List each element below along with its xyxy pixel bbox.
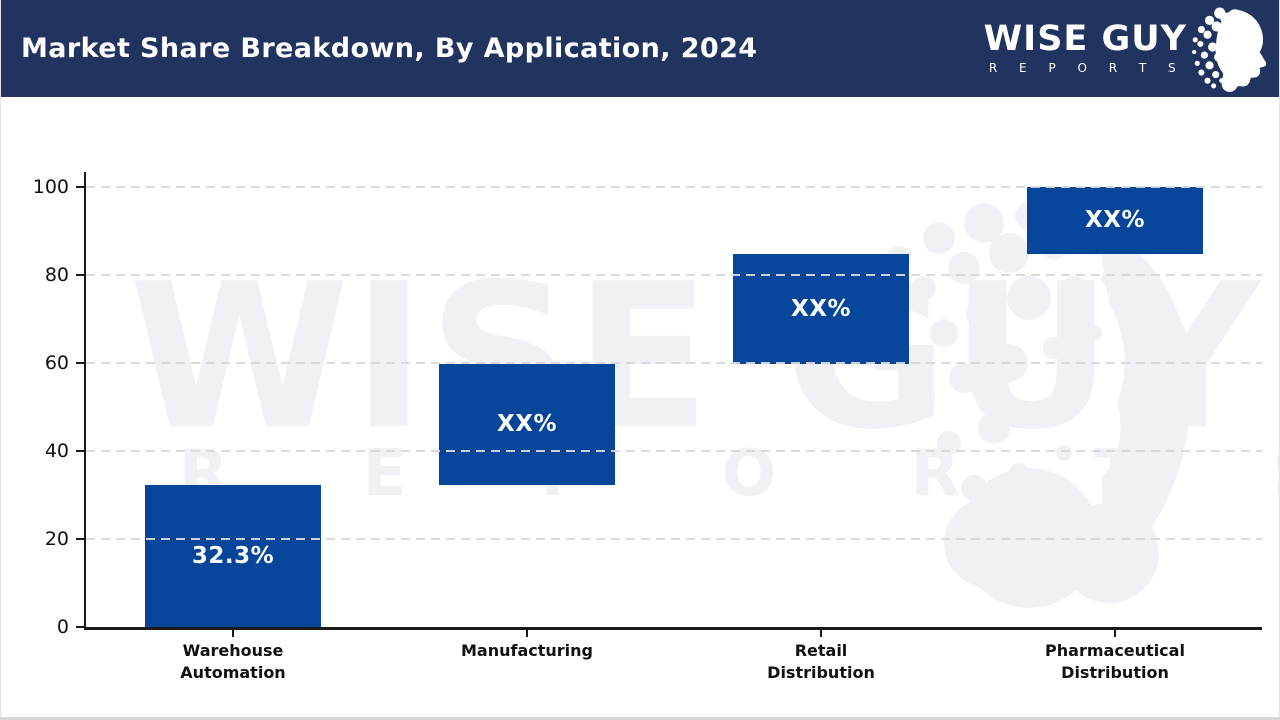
gridline <box>86 274 1262 276</box>
page-title: Market Share Breakdown, By Application, … <box>21 33 758 64</box>
bar: XX% <box>439 363 615 485</box>
logo-subtext: R E P O R T S <box>988 61 1185 75</box>
y-tick <box>76 274 84 276</box>
gridline <box>86 538 1262 540</box>
y-tick-label: 0 <box>56 616 69 638</box>
bar: XX% <box>1027 187 1203 254</box>
brand-logo-text: WISE GUY R E P O R T S <box>983 19 1187 76</box>
bar-value-label: 32.3% <box>191 542 275 569</box>
y-tick-label: 20 <box>44 528 69 550</box>
y-tick <box>76 626 84 628</box>
x-category-label: Pharmaceutical Distribution <box>1045 641 1185 682</box>
y-axis-line <box>84 172 86 629</box>
x-tick <box>820 629 822 637</box>
x-category-label: Warehouse Automation <box>180 641 286 682</box>
bar-value-label: XX% <box>1084 207 1145 234</box>
x-axis-line <box>84 627 1262 630</box>
y-tick-label: 100 <box>32 176 69 198</box>
gridline <box>86 450 1262 452</box>
x-category-label: Retail Distribution <box>767 641 875 682</box>
x-tick <box>1114 629 1116 637</box>
y-tick <box>76 186 84 188</box>
head-profile-dots-icon <box>1192 7 1267 92</box>
logo-wordmark: WISE GUY <box>983 19 1187 59</box>
x-category-label: Manufacturing <box>461 641 593 660</box>
header-bar: Market Share Breakdown, By Application, … <box>1 0 1279 97</box>
y-tick-label: 40 <box>44 440 69 462</box>
gridline <box>86 362 1262 364</box>
y-tick <box>76 538 84 540</box>
x-tick <box>526 629 528 637</box>
bar-value-label: XX% <box>496 411 557 438</box>
x-tick <box>232 629 234 637</box>
bar: 32.3% <box>145 484 321 627</box>
y-tick <box>76 362 84 364</box>
gridline <box>86 186 1262 188</box>
y-tick-label: 80 <box>44 264 69 286</box>
bar: XX% <box>733 253 909 364</box>
bar-value-label: XX% <box>790 295 851 322</box>
y-tick-label: 60 <box>44 352 69 374</box>
brand-logo: WISE GUY R E P O R T S <box>984 5 1271 93</box>
y-tick <box>76 450 84 452</box>
